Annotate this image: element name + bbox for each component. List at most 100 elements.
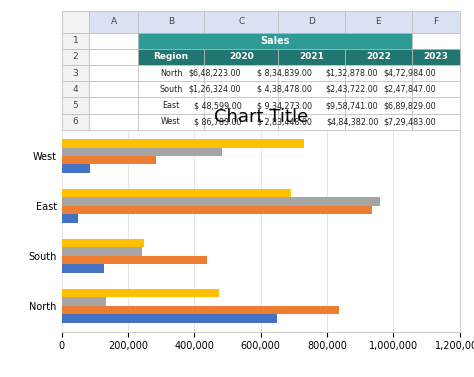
Bar (137, 114, 204, 130)
Bar (411, 114, 460, 130)
Text: A: A (110, 17, 117, 26)
Text: East: East (162, 101, 180, 110)
Text: C: C (238, 17, 245, 26)
Bar (62, 156, 155, 164)
Text: $6,48,223.00: $6,48,223.00 (189, 69, 241, 78)
Text: $ 8,34,839.00: $ 8,34,839.00 (257, 69, 312, 78)
Legend: Series4, Series3, Series2, Series1: Series4, Series3, Series2, Series1 (144, 373, 377, 377)
Text: $2,47,847.00: $2,47,847.00 (383, 85, 436, 94)
Text: Region: Region (154, 52, 189, 61)
Bar (62, 256, 207, 264)
Text: $4,72,984.00: $4,72,984.00 (383, 69, 436, 78)
Bar (137, 33, 411, 49)
Bar (278, 114, 345, 130)
Bar (345, 81, 411, 98)
Bar (62, 164, 91, 173)
Title: Chart Title: Chart Title (214, 107, 308, 126)
Bar (90, 65, 137, 81)
Bar (62, 33, 90, 49)
Bar (62, 215, 78, 223)
Text: 2022: 2022 (366, 52, 391, 61)
Bar (62, 49, 90, 65)
Bar (411, 98, 460, 114)
Bar (345, 11, 411, 33)
Text: $1,26,324.00: $1,26,324.00 (189, 85, 241, 94)
Bar (278, 49, 345, 65)
Text: F: F (433, 17, 438, 26)
Bar (278, 98, 345, 114)
Bar (204, 11, 278, 33)
Bar (345, 65, 411, 81)
Text: D: D (308, 17, 315, 26)
Bar (204, 49, 278, 65)
Text: $1,32,878.00: $1,32,878.00 (326, 69, 378, 78)
Bar (411, 33, 460, 49)
Bar (62, 98, 90, 114)
Text: 1: 1 (73, 36, 78, 45)
Bar (62, 139, 304, 147)
Bar (62, 11, 90, 33)
Text: 2023: 2023 (423, 52, 448, 61)
Bar (62, 147, 222, 156)
Bar (90, 114, 137, 130)
Bar (411, 98, 460, 114)
Text: North: North (160, 69, 182, 78)
Bar (411, 11, 460, 33)
Text: South: South (159, 85, 182, 94)
Bar (278, 11, 345, 33)
Text: $ 48,599.00: $ 48,599.00 (193, 101, 241, 110)
Text: $4,84,382.00: $4,84,382.00 (326, 117, 378, 126)
Bar (90, 33, 137, 49)
Bar (137, 49, 204, 65)
Bar (411, 81, 460, 98)
Text: $ 4,38,478.00: $ 4,38,478.00 (257, 85, 312, 94)
Bar (62, 297, 106, 306)
Bar (90, 11, 137, 33)
Bar (62, 306, 338, 314)
Bar (62, 289, 219, 297)
Text: $ 9,34,273.00: $ 9,34,273.00 (256, 101, 312, 110)
Text: 2020: 2020 (229, 52, 254, 61)
Text: $9,58,741.00: $9,58,741.00 (326, 101, 378, 110)
Text: B: B (168, 17, 174, 26)
Bar (90, 81, 137, 98)
Bar (278, 81, 345, 98)
Bar (62, 65, 90, 81)
Text: 6: 6 (73, 117, 78, 126)
Text: Sales: Sales (260, 36, 290, 46)
Bar (62, 264, 103, 273)
Text: 4: 4 (73, 85, 78, 94)
Bar (62, 247, 143, 256)
Bar (345, 49, 411, 65)
Bar (204, 81, 278, 98)
Text: $6,89,829.00: $6,89,829.00 (383, 101, 436, 110)
Bar (62, 314, 277, 323)
Bar (137, 11, 204, 33)
Bar (90, 49, 137, 65)
Bar (411, 81, 460, 98)
Bar (411, 65, 460, 81)
Bar (411, 114, 460, 130)
Text: $7,29,483.00: $7,29,483.00 (383, 117, 436, 126)
Bar (62, 239, 144, 247)
Bar (62, 189, 291, 198)
Bar (137, 81, 204, 98)
Bar (204, 98, 278, 114)
Bar (278, 65, 345, 81)
Bar (204, 65, 278, 81)
Bar (411, 65, 460, 81)
Bar (204, 114, 278, 130)
Bar (90, 98, 137, 114)
Text: $2,43,722.00: $2,43,722.00 (326, 85, 378, 94)
Text: West: West (161, 117, 181, 126)
Bar (345, 114, 411, 130)
Bar (137, 98, 204, 114)
Text: 5: 5 (73, 101, 78, 110)
Bar (411, 49, 460, 65)
Bar (62, 81, 90, 98)
Text: 2: 2 (73, 52, 78, 61)
Bar (62, 206, 372, 215)
Bar (62, 198, 380, 206)
Text: 3: 3 (73, 69, 78, 78)
Text: $ 86,783.00: $ 86,783.00 (194, 117, 241, 126)
